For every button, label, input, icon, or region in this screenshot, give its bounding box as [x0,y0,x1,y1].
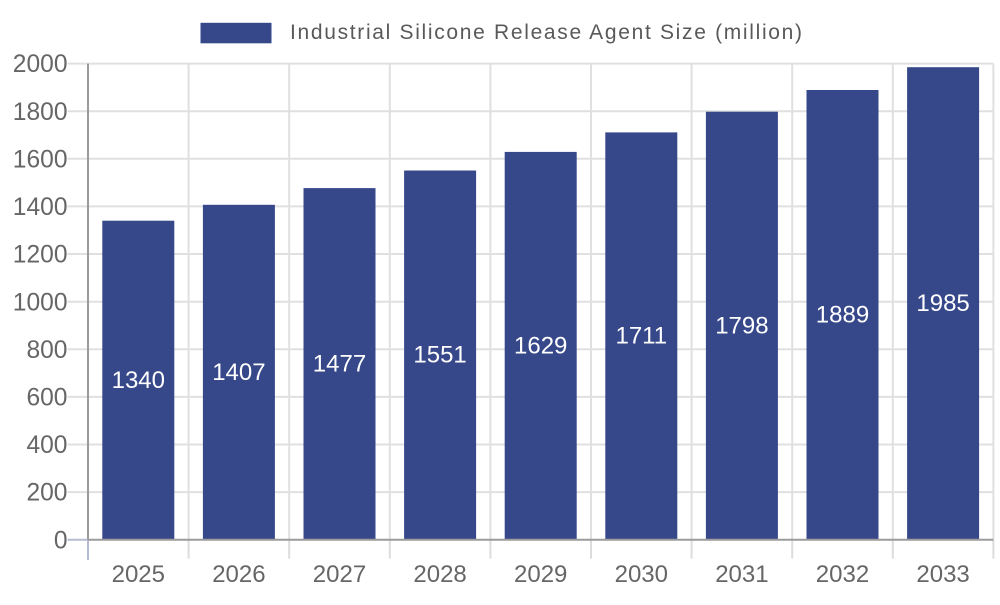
svg-text:1551: 1551 [413,342,466,369]
svg-text:2032: 2032 [816,561,869,588]
svg-text:2028: 2028 [413,561,466,588]
svg-text:2025: 2025 [112,561,165,588]
svg-text:2000: 2000 [13,51,68,78]
svg-text:1985: 1985 [916,290,969,317]
svg-text:Industrial Silicone Release Ag: Industrial Silicone Release Agent Size (… [290,21,804,44]
svg-text:1400: 1400 [13,194,68,221]
svg-text:2029: 2029 [514,561,567,588]
svg-text:2026: 2026 [212,561,265,588]
svg-text:2027: 2027 [313,561,366,588]
svg-text:1407: 1407 [212,359,265,386]
svg-text:1200: 1200 [13,242,68,269]
svg-text:1477: 1477 [313,351,366,378]
svg-text:1340: 1340 [112,367,165,394]
svg-text:1800: 1800 [13,99,68,126]
svg-text:400: 400 [26,432,67,459]
svg-text:1629: 1629 [514,332,567,359]
svg-text:1600: 1600 [13,146,68,173]
svg-text:1889: 1889 [816,302,869,329]
svg-text:1711: 1711 [615,323,667,350]
svg-text:800: 800 [26,337,67,364]
svg-text:600: 600 [26,385,67,412]
svg-text:1000: 1000 [13,289,68,316]
svg-text:200: 200 [26,480,67,507]
svg-text:2033: 2033 [916,561,969,588]
svg-text:2030: 2030 [615,561,668,588]
svg-text:1798: 1798 [715,312,768,339]
svg-text:2031: 2031 [715,561,768,588]
svg-text:0: 0 [54,527,68,554]
